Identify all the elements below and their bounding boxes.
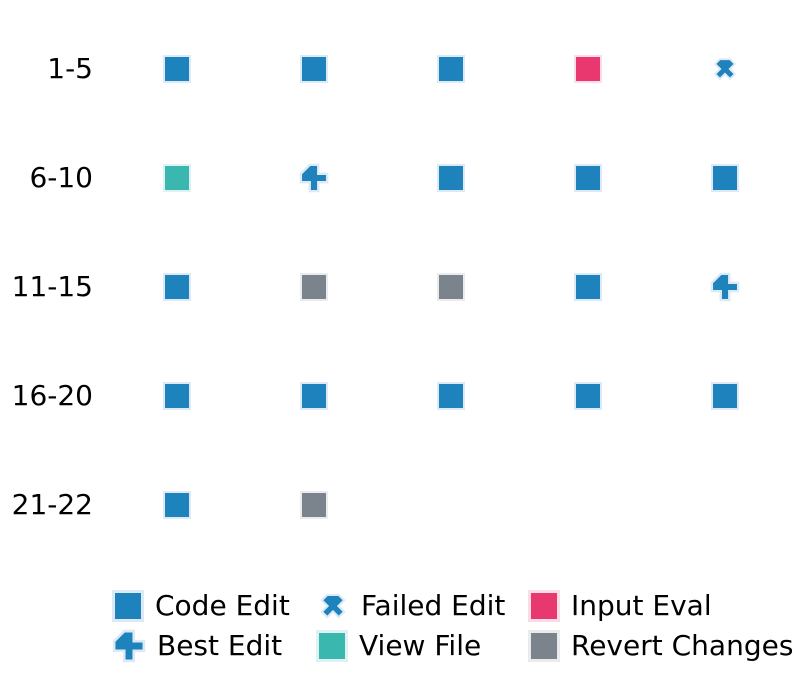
marker-grid: 1-5 6-10 11-15 16-20 21-22: [0, 14, 809, 559]
grid-cell: [108, 450, 245, 559]
grid-cell: [519, 232, 656, 341]
grid-cell: [108, 14, 245, 123]
legend-item-input-eval: Input Eval: [528, 589, 793, 623]
legend-label: View File: [359, 629, 482, 662]
marker-input-eval-square-icon: [528, 590, 560, 622]
grid-cell: [656, 450, 793, 559]
marker-code-edit-square-icon: [162, 381, 191, 410]
legend-label: Input Eval: [571, 589, 712, 622]
grid-row-16-20: 16-20: [0, 341, 809, 450]
marker-revert-changes-square-icon: [436, 272, 465, 301]
row-label: 6-10: [29, 160, 93, 194]
grid-cell: [245, 123, 382, 232]
grid-cell: [245, 450, 382, 559]
row-cells: [108, 341, 793, 450]
row-cells: [108, 450, 793, 559]
marker-code-edit-square-icon: [299, 54, 328, 83]
legend-item-view-file: View File: [316, 629, 528, 663]
marker-failed-edit-x-icon: [710, 54, 740, 84]
grid-row-6-10: 6-10: [0, 123, 809, 232]
row-cells: [108, 14, 793, 123]
grid-cell: [245, 232, 382, 341]
legend-label: Code Edit: [155, 589, 290, 622]
marker-revert-changes-square-icon: [299, 490, 328, 519]
marker-best-edit-plus-icon: [112, 629, 146, 663]
grid-cell: [382, 232, 519, 341]
marker-revert-changes-square-icon: [299, 272, 328, 301]
marker-code-edit-square-icon: [573, 272, 602, 301]
marker-code-edit-square-icon: [573, 163, 602, 192]
marker-code-edit-square-icon: [162, 54, 191, 83]
marker-code-edit-square-icon: [436, 163, 465, 192]
marker-input-eval-square-icon: [573, 54, 602, 83]
marker-code-edit-square-icon: [710, 381, 739, 410]
marker-view-file-square-icon: [162, 163, 191, 192]
legend-item-best-edit: Best Edit: [112, 629, 316, 663]
marker-revert-changes-square-icon: [528, 630, 560, 662]
row-cells: [108, 123, 793, 232]
marker-code-edit-square-icon: [162, 272, 191, 301]
row-label: 16-20: [11, 378, 93, 412]
legend: Code Edit Failed Edit Input Eval Best Edit V…: [112, 589, 793, 663]
marker-code-edit-square-icon: [299, 381, 328, 410]
grid-cell: [382, 123, 519, 232]
grid-cell: [382, 14, 519, 123]
legend-label: Failed Edit: [361, 589, 506, 622]
legend-item-failed-edit: Failed Edit: [316, 589, 528, 623]
grid-cell: [519, 450, 656, 559]
marker-code-edit-square-icon: [162, 490, 191, 519]
marker-view-file-square-icon: [316, 630, 348, 662]
marker-code-edit-square-icon: [710, 163, 739, 192]
legend-label: Best Edit: [157, 629, 283, 662]
row-label: 1-5: [47, 51, 93, 85]
row-label: 21-22: [11, 487, 93, 521]
grid-cell: [245, 341, 382, 450]
marker-code-edit-square-icon: [112, 590, 144, 622]
row-label: 11-15: [11, 269, 93, 303]
grid-cell: [656, 341, 793, 450]
grid-row-11-15: 11-15: [0, 232, 809, 341]
grid-row-1-5: 1-5: [0, 14, 809, 123]
marker-best-edit-plus-icon: [299, 163, 329, 193]
marker-code-edit-square-icon: [436, 54, 465, 83]
grid-cell: [108, 341, 245, 450]
grid-cell: [656, 123, 793, 232]
marker-best-edit-plus-icon: [710, 272, 740, 302]
marker-failed-edit-x-icon: [316, 589, 350, 623]
grid-cell: [656, 232, 793, 341]
grid-cell: [519, 14, 656, 123]
grid-cell: [108, 123, 245, 232]
marker-code-edit-square-icon: [573, 381, 602, 410]
grid-cell: [519, 341, 656, 450]
marker-code-edit-square-icon: [436, 381, 465, 410]
legend-item-code-edit: Code Edit: [112, 589, 316, 623]
legend-label: Revert Changes: [571, 629, 794, 662]
grid-cell: [519, 123, 656, 232]
grid-cell: [245, 14, 382, 123]
grid-cell: [108, 232, 245, 341]
grid-cell: [382, 450, 519, 559]
row-cells: [108, 232, 793, 341]
legend-item-revert-changes: Revert Changes: [528, 629, 793, 663]
grid-cell: [656, 14, 793, 123]
grid-row-21-22: 21-22: [0, 450, 809, 559]
grid-cell: [382, 341, 519, 450]
